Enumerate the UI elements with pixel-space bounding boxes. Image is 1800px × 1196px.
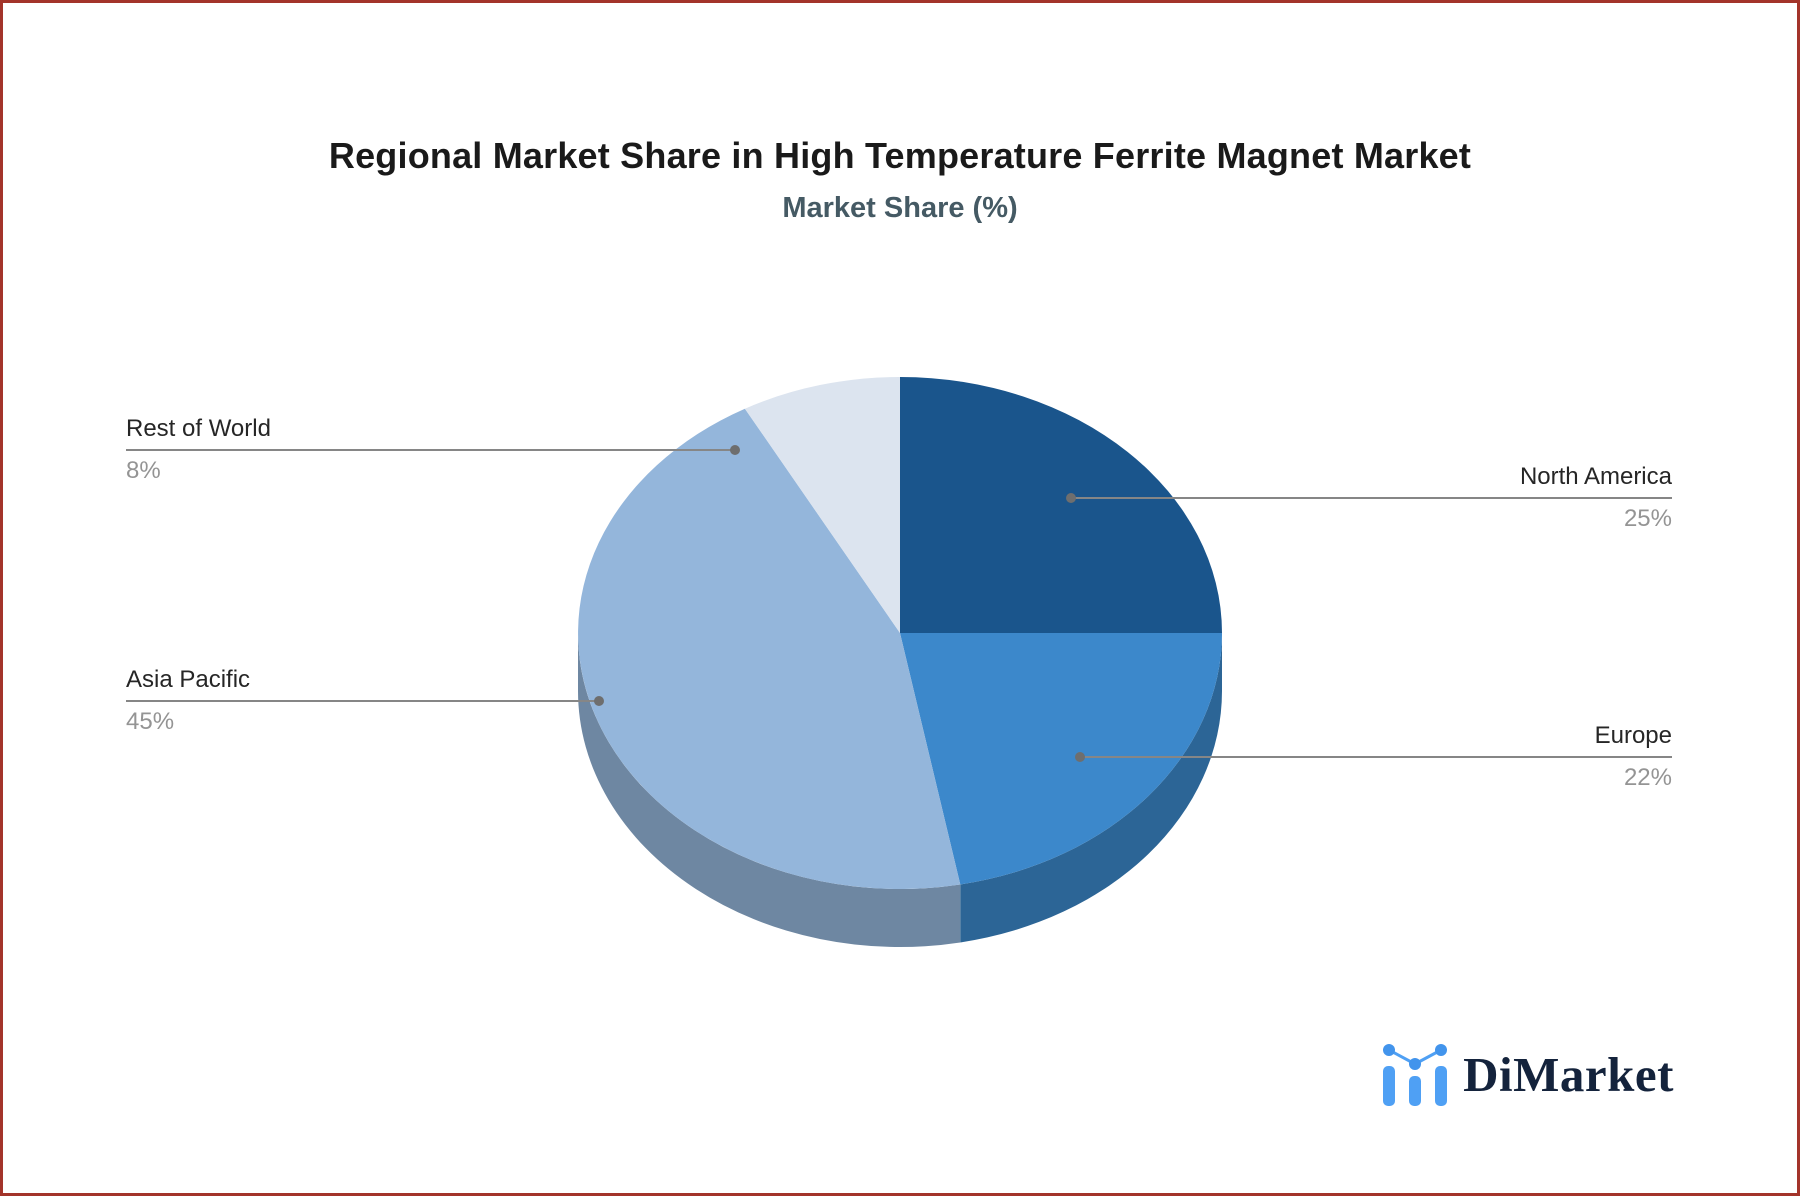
callout-dot xyxy=(730,445,740,455)
callout-europe: Europe 22% xyxy=(1075,722,1672,792)
dimarket-logo: DiMarket xyxy=(1382,1042,1674,1106)
callout-label: Europe xyxy=(1594,722,1672,749)
logo-wordmark: DiMarket xyxy=(1463,1046,1674,1102)
callout-label: Asia Pacific xyxy=(126,666,251,693)
callout-rest-of-world: Rest of World 8% xyxy=(126,415,740,485)
chart-subtitle: Market Share (%) xyxy=(782,192,1018,224)
callout-label: North America xyxy=(1519,463,1672,490)
chart-title: Regional Market Share in High Temperatur… xyxy=(328,135,1472,176)
callout-connector-line xyxy=(1075,752,1672,762)
callout-connector-line xyxy=(126,445,740,455)
callout-value: 22% xyxy=(1623,764,1672,791)
bar-line-chart-icon xyxy=(1383,1044,1448,1106)
callout-north-america: North America 25% xyxy=(1066,463,1672,533)
callout-connector-line xyxy=(126,696,604,706)
callout-value: 45% xyxy=(126,708,175,735)
callout-value: 25% xyxy=(1623,505,1672,532)
callout-dot xyxy=(1066,493,1076,503)
callout-label: Rest of World xyxy=(126,415,271,442)
callout-value: 8% xyxy=(126,457,161,484)
callout-dot xyxy=(1075,752,1085,762)
callout-dot xyxy=(594,696,604,706)
callout-connector-line xyxy=(1066,493,1672,503)
callout-asia-pacific: Asia Pacific 45% xyxy=(126,666,604,736)
